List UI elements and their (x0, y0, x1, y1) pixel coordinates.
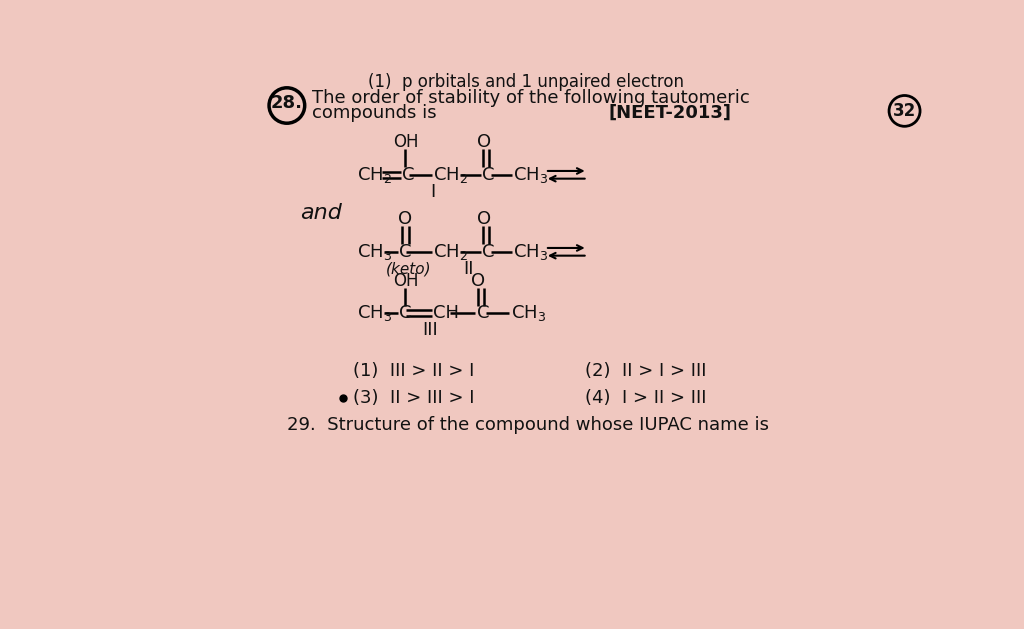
Text: C: C (477, 304, 489, 323)
Text: O: O (476, 211, 490, 228)
Text: (1)  III > II > I: (1) III > II > I (352, 362, 474, 380)
Text: $\mathregular{CH_3}$: $\mathregular{CH_3}$ (513, 242, 549, 262)
Text: C: C (399, 304, 412, 323)
Text: (4)  I > II > III: (4) I > II > III (586, 389, 707, 407)
Text: CH: CH (432, 304, 459, 323)
Text: C: C (399, 243, 412, 261)
Text: The order of stability of the following tautomeric: The order of stability of the following … (312, 89, 751, 107)
Text: OH: OH (392, 272, 418, 290)
Text: II: II (463, 260, 473, 278)
Text: and: and (300, 203, 342, 223)
Text: $\mathregular{CH_3}$: $\mathregular{CH_3}$ (356, 242, 392, 262)
Text: OH: OH (392, 133, 418, 152)
Text: III: III (422, 321, 438, 340)
Text: $\mathregular{CH_3}$: $\mathregular{CH_3}$ (513, 165, 549, 185)
Text: $\mathregular{CH_3}$: $\mathregular{CH_3}$ (356, 303, 392, 323)
Text: (keto): (keto) (386, 261, 432, 276)
Text: 32: 32 (893, 102, 916, 120)
Text: C: C (402, 166, 415, 184)
Text: C: C (482, 166, 495, 184)
Text: (3)  II > III > I: (3) II > III > I (352, 389, 474, 407)
Text: O: O (471, 272, 485, 290)
Text: O: O (476, 133, 490, 152)
Text: I: I (430, 183, 435, 201)
Text: $\mathregular{CH_2}$: $\mathregular{CH_2}$ (356, 165, 391, 185)
Text: 28.: 28. (271, 94, 303, 112)
Text: 29.  Structure of the compound whose IUPAC name is: 29. Structure of the compound whose IUPA… (287, 416, 769, 434)
Text: $\mathregular{CH_3}$: $\mathregular{CH_3}$ (511, 303, 546, 323)
Text: (1)  p orbitals and 1 unpaired electron: (1) p orbitals and 1 unpaired electron (369, 74, 684, 91)
Text: [NEET-2013]: [NEET-2013] (608, 104, 731, 122)
Text: (2)  II > I > III: (2) II > I > III (586, 362, 707, 380)
Text: $\mathregular{CH_2}$: $\mathregular{CH_2}$ (432, 242, 468, 262)
Text: $\mathregular{CH_2}$: $\mathregular{CH_2}$ (432, 165, 468, 185)
Text: O: O (398, 211, 413, 228)
Text: C: C (482, 243, 495, 261)
Text: compounds is: compounds is (312, 104, 437, 122)
